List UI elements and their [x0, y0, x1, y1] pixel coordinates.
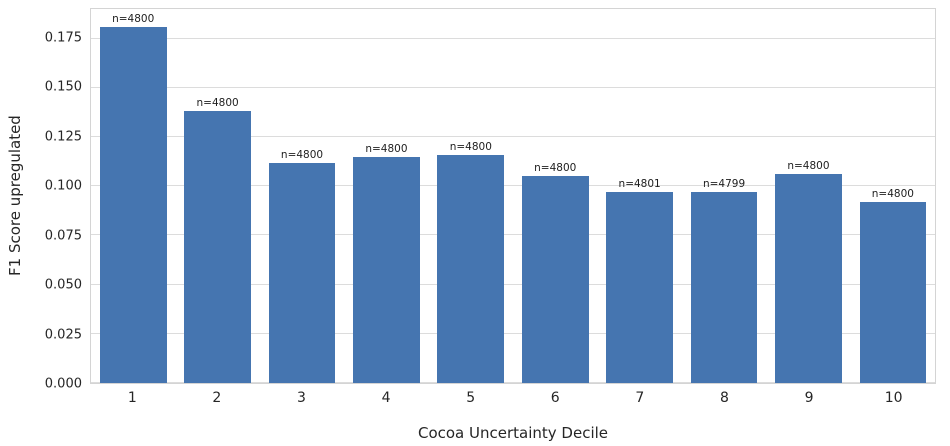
bar-count-annotation: n=4800	[280, 148, 324, 161]
bar-count-annotation: n=4800	[871, 187, 914, 200]
bar-count-annotation: n=4800	[112, 12, 155, 25]
bar-slot: n=4800	[344, 9, 428, 383]
y-tick-labels: 0.000 0.025 0.050 0.075 0.100 0.125 0.150 0.175	[0, 8, 82, 391]
y-tick-label: 0.075	[44, 228, 82, 244]
x-tick-label: 3	[297, 390, 306, 406]
bar	[99, 26, 167, 383]
gridline	[91, 185, 935, 187]
y-tick-label: 0.050	[44, 277, 82, 293]
y-tick-label: 0.175	[44, 30, 82, 46]
y-tick-label: 0.125	[44, 129, 82, 145]
bar	[690, 192, 758, 383]
gridline	[91, 86, 935, 88]
plot-area: n=4800 n=4800 n=4800 n=4800 n=4800 n=4800 n=48…	[90, 8, 936, 384]
gridline	[91, 283, 935, 285]
x-tick-label: 8	[719, 390, 729, 406]
bars: n=4800 n=4800 n=4800 n=4800 n=4800 n=4800 n=48…	[91, 9, 935, 383]
bar-slot: n=4799	[682, 9, 766, 383]
bar-slot: n=4801	[597, 9, 681, 383]
x-tick-label: 6	[550, 390, 560, 406]
bar-count-annotation: n=4800	[449, 140, 492, 153]
gridline	[91, 332, 935, 334]
x-tick-label: 10	[884, 390, 903, 406]
bar-count-annotation: n=4799	[702, 178, 746, 191]
bar-count-annotation: n=4800	[365, 142, 408, 155]
gridlines	[91, 9, 935, 383]
bar	[184, 111, 251, 383]
bar	[437, 154, 505, 383]
bar	[859, 201, 927, 383]
bar-slot: n=4800	[429, 9, 513, 383]
y-tick-label: 0.000	[44, 376, 82, 392]
bar-count-annotation: n=4800	[534, 162, 577, 175]
gridline	[91, 234, 935, 236]
bar-count-annotation: n=4800	[196, 97, 239, 110]
x-tick-label: 7	[635, 390, 645, 406]
gridline	[91, 37, 935, 39]
x-tick-label: 4	[381, 390, 391, 406]
bar	[775, 174, 842, 383]
x-tick-label: 5	[466, 390, 476, 406]
bar-count-annotation: n=4801	[618, 178, 661, 191]
bar	[268, 162, 336, 383]
x-axis-label: Cocoa Uncertainty Decile	[417, 424, 609, 442]
bar-slot: n=4800	[175, 9, 259, 383]
bar-slot: n=4800	[851, 9, 935, 383]
bar-slot: n=4800	[513, 9, 597, 383]
x-tick-label: 1	[127, 390, 137, 406]
bar	[606, 192, 673, 383]
y-tick-label: 0.025	[44, 327, 82, 343]
y-tick-label: 0.100	[44, 178, 82, 194]
x-tick-label: 9	[804, 390, 814, 406]
x-tick-labels: 1 2 3 4 5 6 7 8 9 10	[90, 390, 936, 412]
bar-slot: n=4800	[766, 9, 850, 383]
y-tick-label: 0.150	[44, 79, 82, 95]
bar-count-annotation: n=4800	[787, 160, 830, 173]
bar	[521, 176, 589, 383]
bar	[353, 156, 420, 383]
bar-slot: n=4800	[91, 9, 175, 383]
gridline	[91, 382, 935, 383]
bar-slot: n=4800	[260, 9, 344, 383]
x-tick-label: 2	[212, 390, 222, 406]
gridline	[91, 135, 935, 137]
